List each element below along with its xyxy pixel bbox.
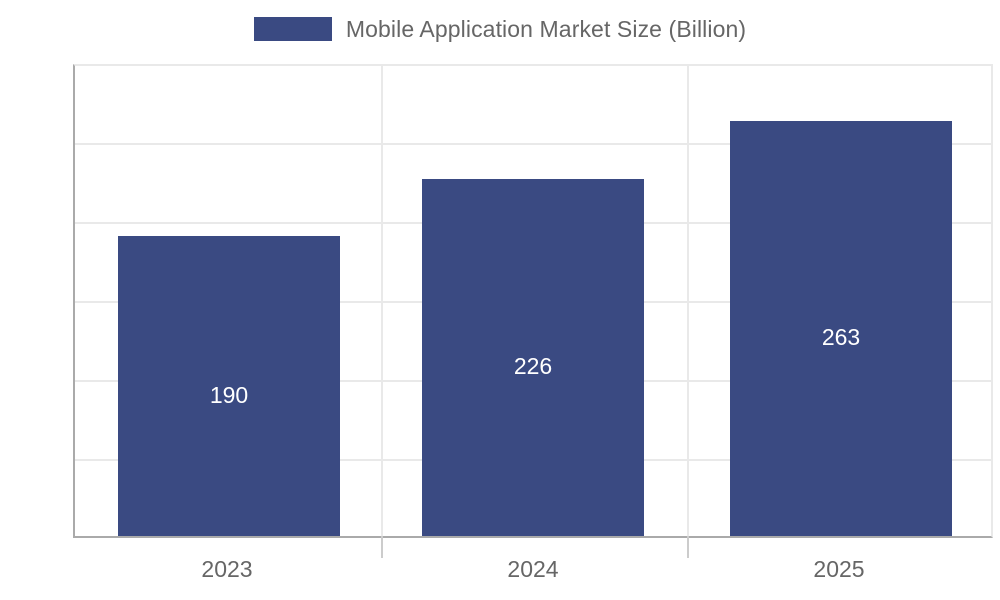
gridline-y-300 bbox=[75, 64, 991, 66]
gridline-y-250 bbox=[75, 143, 991, 145]
bar-value-label: 263 bbox=[821, 324, 861, 350]
gridline-x-2 bbox=[687, 66, 689, 536]
bar-value-label: 190 bbox=[209, 382, 249, 408]
bar-2025[interactable]: 263 bbox=[730, 121, 952, 536]
xtick-label-2024: 2024 bbox=[507, 556, 559, 582]
xtick-mark-2 bbox=[687, 536, 689, 558]
plot-area: 300 250 200 150 100 50 0 190 226 bbox=[73, 64, 993, 558]
chart-legend: Mobile Application Market Size (Billion) bbox=[0, 0, 1000, 58]
legend-item-mobile-application-market-size[interactable]: Mobile Application Market Size (Billion) bbox=[253, 15, 747, 43]
gridline-x-1 bbox=[381, 66, 383, 536]
legend-item-label: Mobile Application Market Size (Billion) bbox=[345, 15, 747, 42]
xtick-mark-1 bbox=[381, 536, 383, 558]
legend-color-swatch-icon bbox=[253, 17, 332, 41]
bar-value-label: 226 bbox=[513, 353, 553, 379]
bar-2023[interactable]: 190 bbox=[118, 236, 340, 536]
xtick-label-2023: 2023 bbox=[201, 556, 253, 582]
bar-2024[interactable]: 226 bbox=[422, 179, 644, 536]
xtick-label-2025: 2025 bbox=[813, 556, 865, 582]
